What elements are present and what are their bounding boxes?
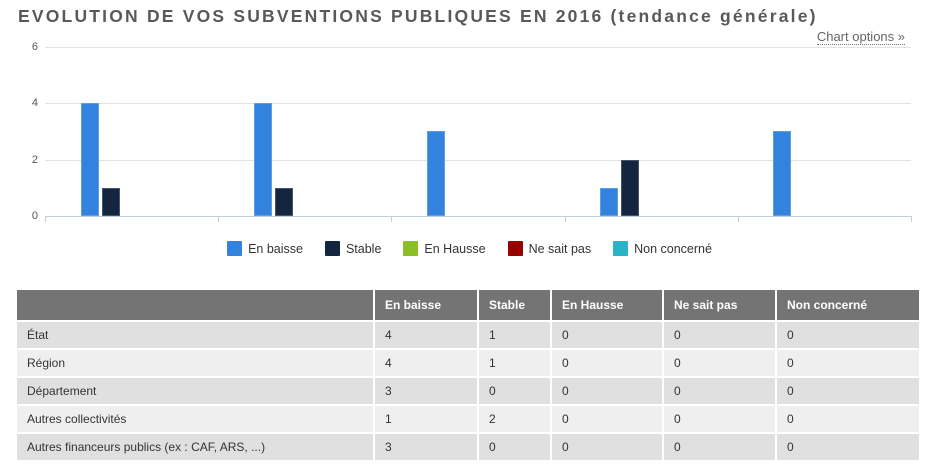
cell-departement-en-baisse: 3	[375, 378, 477, 404]
cell-autres-collectivites-stable: 2	[479, 406, 550, 432]
cell-etat-ne-sait-pas: 0	[664, 322, 775, 348]
x-axis-tick	[45, 216, 46, 222]
legend-label: Ne sait pas	[528, 241, 592, 256]
row-label: Autres collectivités	[17, 406, 373, 432]
data-table: En baisse Stable En Hausse Ne sait pas Non c…	[15, 288, 921, 462]
cell-autres-financeurs-publics-ex-caf-ars-non-concerne: 0	[777, 434, 919, 460]
x-axis-tick	[218, 216, 219, 222]
column-header-stable: Stable	[479, 290, 550, 320]
cell-departement-ne-sait-pas: 0	[664, 378, 775, 404]
cell-autres-financeurs-publics-ex-caf-ars-ne-sait-pas: 0	[664, 434, 775, 460]
legend-swatch-en-hausse	[403, 241, 419, 256]
cell-autres-collectivites-en-baisse: 1	[375, 406, 477, 432]
legend-swatch-ne-sait-pas	[507, 241, 523, 256]
y-tick-label: 2	[31, 153, 38, 166]
legend-swatch-en-baisse	[227, 241, 243, 256]
cell-autres-collectivites-en-hausse: 0	[552, 406, 662, 432]
column-header-ne-sait-pas: Ne sait pas	[664, 290, 775, 320]
table-row-departement: Département 3 0 0 0 0	[17, 378, 919, 404]
cell-etat-en-hausse: 0	[552, 322, 662, 348]
column-header-en-hausse: En Hausse	[552, 290, 662, 320]
cell-departement-stable: 0	[479, 378, 550, 404]
chart-legend: En baisse Stable En Hausse Ne sait pas Non c…	[0, 241, 939, 256]
legend-item-ne-sait-pas[interactable]: Ne sait pas	[507, 241, 592, 256]
bar-en-baisse-region	[253, 103, 272, 216]
y-gridline	[45, 46, 911, 48]
x-axis-tick	[911, 216, 912, 222]
table-header: En baisse Stable En Hausse Ne sait pas Non c…	[17, 290, 919, 320]
cell-region-en-hausse: 0	[552, 350, 662, 376]
x-axis-tick	[391, 216, 392, 222]
cell-region-en-baisse: 4	[375, 350, 477, 376]
cell-region-non-concerne: 0	[777, 350, 919, 376]
row-label: État	[17, 322, 373, 348]
cell-departement-en-hausse: 0	[552, 378, 662, 404]
cell-etat-non-concerne: 0	[777, 322, 919, 348]
legend-label: Stable	[345, 241, 382, 256]
legend-label: Non concerné	[634, 241, 712, 256]
row-label: Région	[17, 350, 373, 376]
cell-autres-financeurs-publics-ex-caf-ars-en-baisse: 3	[375, 434, 477, 460]
table-row-autres-collectivites: Autres collectivités 1 2 0 0 0	[17, 406, 919, 432]
cell-region-stable: 1	[479, 350, 550, 376]
legend-item-stable[interactable]: Stable	[324, 241, 382, 256]
cell-autres-financeurs-publics-ex-caf-ars-en-hausse: 0	[552, 434, 662, 460]
cell-autres-collectivites-non-concerne: 0	[777, 406, 919, 432]
legend-swatch-non-concerne	[613, 241, 629, 256]
chart-options-link[interactable]: Chart options »	[816, 29, 905, 45]
bar-en-baisse-departement	[427, 131, 445, 216]
cell-etat-en-baisse: 4	[375, 322, 477, 348]
bar-stable-etat	[101, 187, 120, 216]
table-header-row: En baisse Stable En Hausse Ne sait pas Non c…	[17, 290, 919, 320]
legend-item-en-hausse[interactable]: En Hausse	[403, 241, 486, 256]
legend-label: En Hausse	[424, 241, 486, 256]
y-tick-label: 4	[31, 97, 38, 110]
y-gridline	[45, 103, 911, 105]
legend-label: En baisse	[248, 241, 303, 256]
column-header-en-baisse: En baisse	[375, 290, 477, 320]
cell-etat-stable: 1	[479, 322, 550, 348]
y-gridline	[45, 159, 911, 161]
legend-item-non-concerne[interactable]: Non concerné	[613, 241, 712, 256]
x-axis-tick	[565, 216, 566, 222]
x-axis-tick	[738, 216, 739, 222]
y-tick-label: 0	[31, 210, 38, 222]
table-row-region: Région 4 1 0 0 0	[17, 350, 919, 376]
y-tick-label: 6	[31, 40, 38, 53]
bar-chart: 6 4 2 0	[0, 38, 939, 234]
cell-departement-non-concerne: 0	[777, 378, 919, 404]
x-axis-line	[45, 216, 911, 217]
row-label: Autres financeurs publics (ex : CAF, ARS…	[17, 434, 373, 460]
bar-en-baisse-autres-collectivites	[600, 187, 619, 216]
legend-item-en-baisse[interactable]: En baisse	[227, 241, 303, 256]
column-header-empty	[17, 290, 373, 320]
legend-swatch-stable	[324, 241, 340, 256]
cell-region-ne-sait-pas: 0	[664, 350, 775, 376]
column-header-non-concerne: Non concerné	[777, 290, 919, 320]
cell-autres-financeurs-publics-ex-caf-ars-stable: 0	[479, 434, 550, 460]
row-label: Département	[17, 378, 373, 404]
table-row-etat: État 4 1 0 0 0	[17, 322, 919, 348]
bar-en-baisse-etat	[80, 103, 99, 216]
page-title: EVOLUTION DE VOS SUBVENTIONS PUBLIQUES E…	[18, 6, 818, 26]
bar-stable-autres-collectivites	[621, 159, 640, 216]
bar-stable-region	[274, 187, 293, 216]
bar-en-baisse-autres-financeurs-publics-ex-caf-ars	[773, 131, 792, 216]
cell-autres-collectivites-ne-sait-pas: 0	[664, 406, 775, 432]
table-row-autres-financeurs-publics-ex-caf-ars: Autres financeurs publics (ex : CAF, ARS…	[17, 434, 919, 460]
table-body: État 4 1 0 0 0 Région 4 1 0 0 0 Département 3 0 0 0 0 Autr…	[17, 322, 919, 460]
